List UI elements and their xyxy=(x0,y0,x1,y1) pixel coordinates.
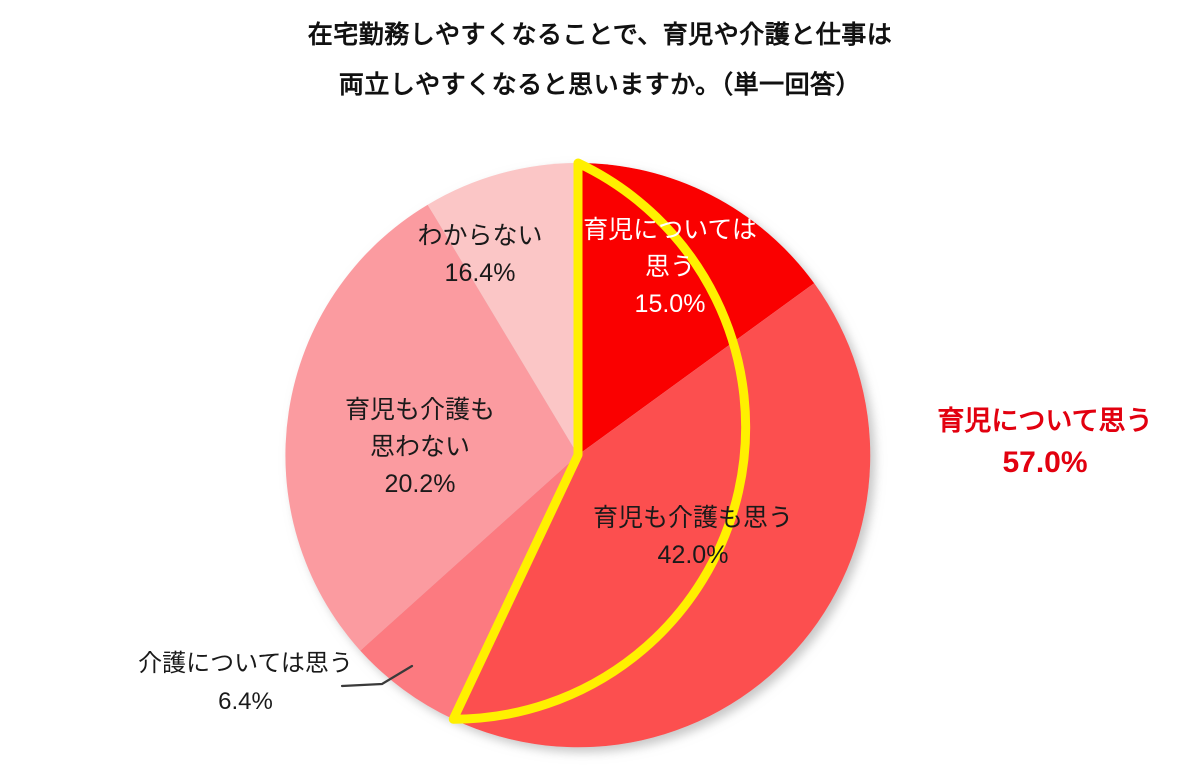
slice-callout-kaigo-only-name: 介護については思う xyxy=(138,650,353,677)
pie-slice-kaigo-only[interactable] xyxy=(360,455,578,720)
pie-slice-both[interactable] xyxy=(453,283,871,748)
page-title-line-1: 在宅勤務しやすくなることで、育児や介護と仕事は xyxy=(307,21,893,49)
highlight-annotation: 育児について思う 57.0% xyxy=(905,400,1185,484)
page-title: 在宅勤務しやすくなることで、育児や介護と仕事は 両立しやすくなると思いますか。（… xyxy=(0,10,1200,110)
pie-chart-svg xyxy=(285,158,871,748)
highlight-annotation-name: 育児について思う xyxy=(937,406,1153,436)
page-title-line-2: 両立しやすくなると思いますか。（単一回答） xyxy=(338,71,862,99)
pie-slice-ikuji-only[interactable] xyxy=(578,163,815,455)
pie-highlight-outline xyxy=(448,158,751,724)
pie-slices-group xyxy=(285,163,871,748)
slice-callout-kaigo-only-value: 6.4% xyxy=(218,688,273,715)
highlight-annotation-value: 57.0% xyxy=(1002,446,1088,479)
pie-slice-unknown[interactable] xyxy=(427,163,578,455)
pie-slice-neither[interactable] xyxy=(285,204,578,651)
slice-callout-kaigo-only: 介護については思う 6.4% xyxy=(108,645,383,721)
callout-leader-line xyxy=(340,664,414,688)
pie-chart xyxy=(268,135,908,775)
